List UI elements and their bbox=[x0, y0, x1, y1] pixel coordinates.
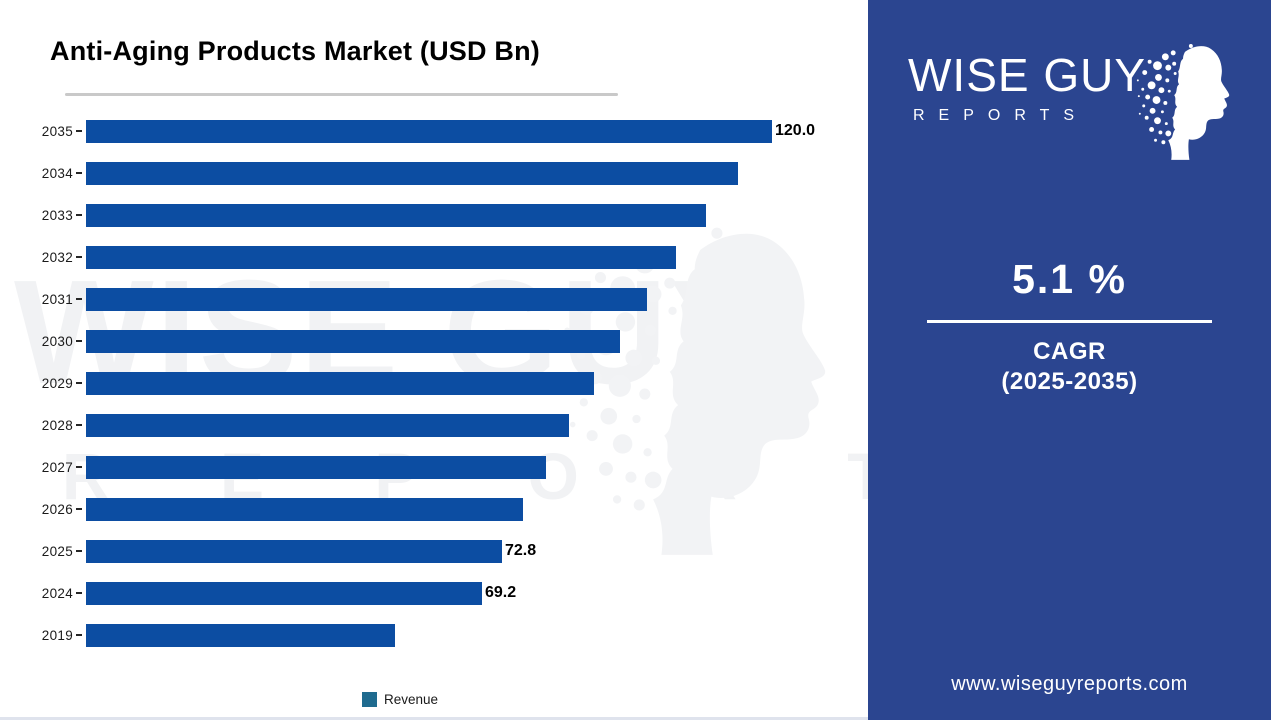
revenue-bar bbox=[86, 329, 620, 353]
y-axis-tick-mark bbox=[76, 214, 82, 216]
y-axis-tick-mark bbox=[76, 256, 82, 258]
bar-row: 2033 bbox=[0, 194, 868, 236]
bar-row: 2024 69.2 bbox=[0, 572, 868, 614]
website-url: www.wiseguyreports.com bbox=[951, 673, 1188, 695]
bar-row: 2032 bbox=[0, 236, 868, 278]
bar-value-label: 69.2 bbox=[485, 584, 517, 601]
y-axis-tick-label: 2031 bbox=[41, 291, 73, 307]
cagr-period: (2025-2035) bbox=[1001, 368, 1138, 395]
revenue-bar bbox=[86, 245, 676, 269]
revenue-bar bbox=[86, 371, 594, 395]
bar-value-label: 72.8 bbox=[505, 542, 537, 559]
brand-logo: WISE GUY REPORTS bbox=[908, 48, 1238, 160]
cagr-value: 5.1 % bbox=[1012, 256, 1127, 302]
y-axis-tick-label: 2030 bbox=[41, 333, 73, 349]
y-axis-tick-mark bbox=[76, 592, 82, 594]
chart-section: WISE GUY R E P O R T S Anti-Aging Produc… bbox=[0, 36, 868, 720]
y-axis-tick-label: 2025 bbox=[41, 543, 73, 559]
bar-row: 2025 72.8 bbox=[0, 530, 868, 572]
revenue-bar bbox=[86, 413, 569, 437]
bar-row: 2029 bbox=[0, 362, 868, 404]
revenue-bar bbox=[86, 539, 502, 563]
legend-marker bbox=[362, 692, 377, 707]
brand-subname: REPORTS bbox=[913, 107, 1089, 124]
bar-row: 2031 bbox=[0, 278, 868, 320]
revenue-bar bbox=[86, 203, 706, 227]
y-axis-tick-label: 2028 bbox=[41, 417, 73, 433]
head-profile-logo-icon bbox=[1130, 42, 1238, 160]
y-axis-tick-mark bbox=[76, 466, 82, 468]
bar-row: 2019 bbox=[0, 614, 868, 656]
legend-label: Revenue bbox=[384, 692, 439, 707]
y-axis-tick-mark bbox=[76, 634, 82, 636]
revenue-bar bbox=[86, 161, 738, 185]
y-axis-tick-mark bbox=[76, 550, 82, 552]
bottom-divider bbox=[0, 717, 868, 720]
y-axis-tick-label: 2029 bbox=[41, 375, 73, 391]
y-axis-tick-label: 2024 bbox=[41, 585, 73, 601]
bar-value-label: 120.0 bbox=[775, 122, 816, 139]
y-axis-tick-mark bbox=[76, 172, 82, 174]
y-axis-tick-mark bbox=[76, 340, 82, 342]
y-axis-tick-mark bbox=[76, 424, 82, 426]
y-axis-tick-mark bbox=[76, 382, 82, 384]
y-axis-tick-label: 2027 bbox=[41, 459, 73, 475]
bar-row: 2034 bbox=[0, 152, 868, 194]
revenue-bar bbox=[86, 455, 546, 479]
cagr-block: 5.1 % CAGR (2025-2035) bbox=[868, 256, 1271, 397]
title-underline bbox=[65, 93, 618, 96]
y-axis-tick-mark bbox=[76, 508, 82, 510]
revenue-bar bbox=[86, 497, 523, 521]
bar-row: 2026 bbox=[0, 488, 868, 530]
y-axis-tick-label: 2033 bbox=[41, 207, 73, 223]
chart-title: Anti-Aging Products Market (USD Bn) bbox=[50, 36, 540, 66]
y-axis-tick-mark bbox=[76, 130, 82, 132]
revenue-bar bbox=[86, 287, 647, 311]
y-axis-tick-label: 2026 bbox=[41, 501, 73, 517]
revenue-bar bbox=[86, 581, 482, 605]
y-axis-tick-label: 2019 bbox=[41, 627, 73, 643]
revenue-bar bbox=[86, 623, 395, 647]
bar-row: 2028 bbox=[0, 404, 868, 446]
y-axis-tick-label: 2034 bbox=[41, 165, 73, 181]
bar-row: 2027 bbox=[0, 446, 868, 488]
legend: Revenue bbox=[362, 692, 438, 707]
y-axis-tick-label: 2035 bbox=[41, 123, 73, 139]
side-panel: WISE GUY REPORTS 5.1 % CAGR (2025-2035) … bbox=[868, 0, 1271, 720]
cagr-label: CAGR bbox=[1033, 338, 1106, 365]
y-axis-tick-label: 2032 bbox=[41, 249, 73, 265]
y-axis-tick-mark bbox=[76, 298, 82, 300]
revenue-bar bbox=[86, 119, 772, 143]
bar-row: 2035 120.0 bbox=[0, 110, 868, 152]
cagr-divider bbox=[927, 320, 1212, 323]
bar-rows: 2035 120.0 2034 2033 2032 2031 2030 2029 2028 202… bbox=[0, 110, 868, 656]
bar-row: 2030 bbox=[0, 320, 868, 362]
brand-logo-text: WISE GUY REPORTS bbox=[908, 48, 1146, 125]
brand-name: WISE GUY bbox=[908, 49, 1147, 101]
